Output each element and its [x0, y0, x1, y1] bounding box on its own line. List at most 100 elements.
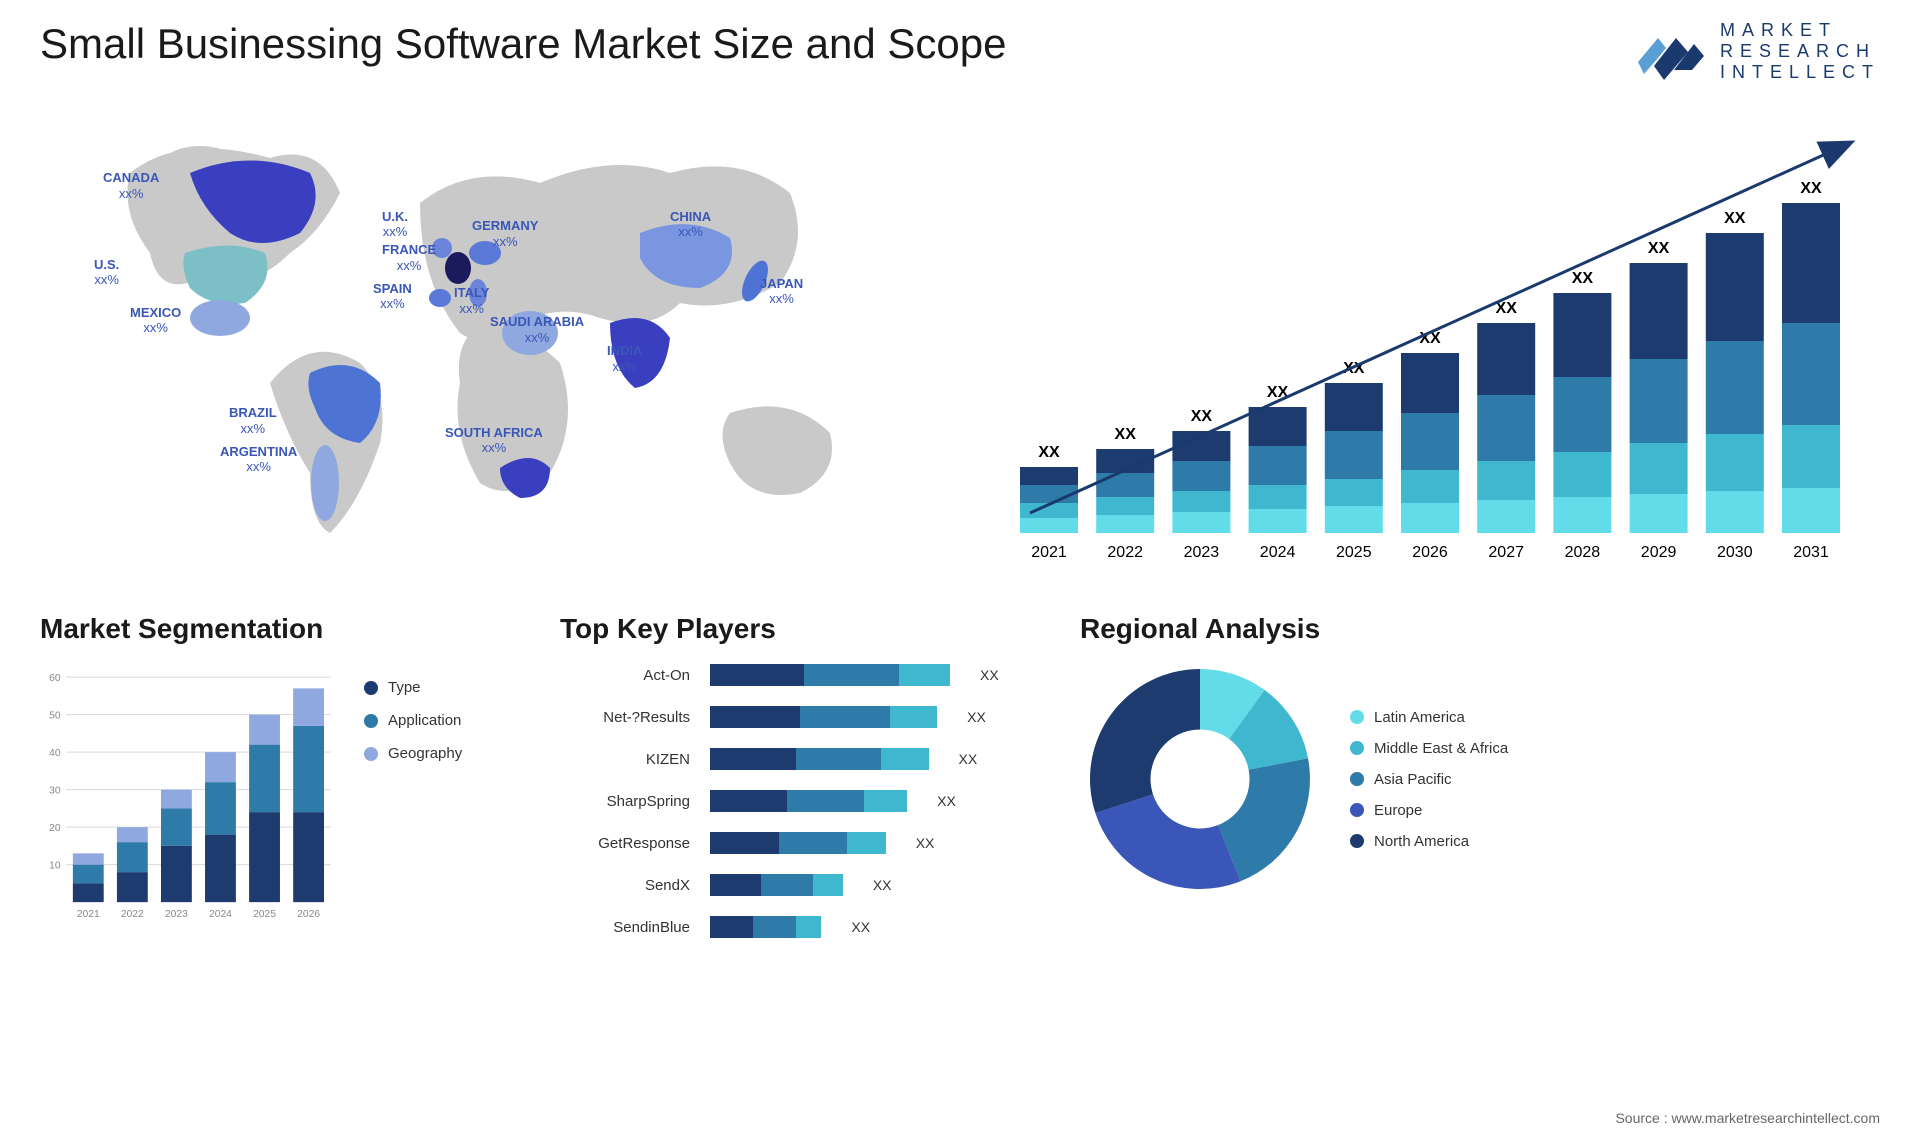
player-bars — [710, 790, 907, 812]
svg-text:2022: 2022 — [121, 909, 144, 920]
player-value: XX — [937, 793, 956, 809]
logo-chevron-icon — [1636, 22, 1706, 82]
logo-text: MARKET RESEARCH INTELLECT — [1720, 20, 1880, 83]
player-row: SendinBlueXX — [560, 911, 1040, 943]
player-value: XX — [873, 877, 892, 893]
country-label: BRAZILxx% — [229, 405, 277, 436]
legend-item: Geography — [364, 745, 462, 762]
svg-text:2023: 2023 — [165, 909, 188, 920]
country-label: INDIAxx% — [607, 343, 642, 374]
legend-item: Europe — [1350, 802, 1508, 819]
svg-text:50: 50 — [49, 710, 61, 721]
country-label: MEXICOxx% — [130, 305, 181, 336]
svg-text:XX: XX — [1648, 240, 1670, 257]
player-row: GetResponse XX — [560, 827, 1040, 859]
player-row: SendX XX — [560, 869, 1040, 901]
logo-line-3: INTELLECT — [1720, 62, 1880, 83]
regional-legend: Latin America Middle East & Africa Asia Pa… — [1350, 709, 1508, 850]
svg-text:2030: 2030 — [1717, 544, 1753, 561]
country-label: SOUTH AFRICAxx% — [445, 425, 543, 456]
player-row: Act-On XX — [560, 659, 1040, 691]
segmentation-panel: Market Segmentation 10 20 30 40 50 60 2021 2022… — [40, 613, 520, 973]
svg-text:2026: 2026 — [1412, 544, 1448, 561]
player-bars — [710, 664, 950, 686]
legend-item: Asia Pacific — [1350, 771, 1508, 788]
svg-text:XX: XX — [1724, 210, 1746, 227]
player-value: XX — [851, 919, 870, 935]
header: Small Businessing Software Market Size a… — [40, 20, 1880, 83]
country-label: CANADAxx% — [103, 170, 159, 201]
player-name: SendX — [560, 877, 690, 894]
svg-text:2027: 2027 — [1488, 544, 1524, 561]
player-value: XX — [959, 751, 978, 767]
player-name: Net-?Results — [560, 709, 690, 726]
legend-item: Application — [364, 712, 462, 729]
segmentation-legend: Type Application Geography — [364, 659, 462, 939]
country-label: U.S.xx% — [94, 257, 119, 288]
country-label: U.K.xx% — [382, 209, 408, 240]
page-title: Small Businessing Software Market Size a… — [40, 20, 1006, 68]
svg-text:2021: 2021 — [77, 909, 100, 920]
segmentation-chart: 10 20 30 40 50 60 2021 2022 2023 2024 2025 2026 — [40, 659, 340, 939]
svg-text:60: 60 — [49, 673, 61, 684]
player-bars — [710, 832, 886, 854]
svg-text:20: 20 — [49, 823, 61, 834]
svg-text:2022: 2022 — [1107, 544, 1143, 561]
svg-text:2024: 2024 — [1260, 544, 1296, 561]
growth-chart: XX2021XX2022XX2023XX2024XX2025XX2026XX20… — [980, 103, 1880, 583]
svg-text:2023: 2023 — [1184, 544, 1220, 561]
player-bars — [710, 916, 821, 938]
svg-text:2024: 2024 — [209, 909, 232, 920]
regional-donut-chart — [1080, 659, 1320, 899]
legend-item: Latin America — [1350, 709, 1508, 726]
legend-item: Type — [364, 679, 462, 696]
svg-text:2025: 2025 — [1336, 544, 1372, 561]
country-label: GERMANYxx% — [472, 218, 538, 249]
player-value: XX — [980, 667, 999, 683]
player-row: Net-?Results XX — [560, 701, 1040, 733]
svg-text:2031: 2031 — [1793, 544, 1829, 561]
player-row: SharpSpringXX — [560, 785, 1040, 817]
svg-text:10: 10 — [49, 860, 61, 871]
player-bars — [710, 748, 929, 770]
logo-line-1: MARKET — [1720, 20, 1880, 41]
player-value: XX — [967, 709, 986, 725]
country-label: ITALYxx% — [454, 285, 489, 316]
player-name: KIZEN — [560, 751, 690, 768]
player-name: GetResponse — [560, 835, 690, 852]
players-rows: Act-OnXXNet-?ResultsXXKIZENXXSharpSpring… — [560, 659, 1040, 943]
country-label: SPAINxx% — [373, 281, 412, 312]
svg-text:2026: 2026 — [297, 909, 320, 920]
segmentation-title: Market Segmentation — [40, 613, 520, 645]
players-title: Top Key Players — [560, 613, 1040, 645]
svg-text:2021: 2021 — [1031, 544, 1067, 561]
logo-line-2: RESEARCH — [1720, 41, 1880, 62]
svg-text:XX: XX — [1038, 444, 1060, 461]
player-row: KIZEN XX — [560, 743, 1040, 775]
bottom-row: Market Segmentation 10 20 30 40 50 60 2021 2022… — [40, 613, 1880, 973]
growth-chart-panel: XX2021XX2022XX2023XX2024XX2025XX2026XX20… — [980, 103, 1880, 583]
svg-text:XX: XX — [1800, 180, 1822, 197]
source-attribution: Source : www.marketresearchintellect.com — [1615, 1110, 1880, 1126]
svg-text:40: 40 — [49, 748, 61, 759]
brand-logo: MARKET RESEARCH INTELLECT — [1636, 20, 1880, 83]
player-value: XX — [916, 835, 935, 851]
svg-text:2025: 2025 — [253, 909, 276, 920]
top-row: CANADAxx%U.S.xx%MEXICOxx%BRAZILxx%ARGENT… — [40, 103, 1880, 583]
country-label: CHINAxx% — [670, 209, 711, 240]
regional-panel: Regional Analysis Latin America Middle Ea… — [1080, 613, 1640, 973]
svg-text:2028: 2028 — [1565, 544, 1601, 561]
svg-text:XX: XX — [1572, 270, 1594, 287]
svg-text:XX: XX — [1115, 426, 1137, 443]
legend-item: Middle East & Africa — [1350, 740, 1508, 757]
svg-text:30: 30 — [49, 785, 61, 796]
svg-text:2029: 2029 — [1641, 544, 1677, 561]
players-panel: Top Key Players Act-OnXXNet-?ResultsXXKI… — [560, 613, 1040, 973]
regional-title: Regional Analysis — [1080, 613, 1640, 645]
country-label: SAUDI ARABIAxx% — [490, 314, 584, 345]
player-bars — [710, 706, 937, 728]
player-name: Act-On — [560, 667, 690, 684]
country-label: JAPANxx% — [760, 276, 803, 307]
country-label: FRANCExx% — [382, 242, 436, 273]
legend-item: North America — [1350, 833, 1508, 850]
